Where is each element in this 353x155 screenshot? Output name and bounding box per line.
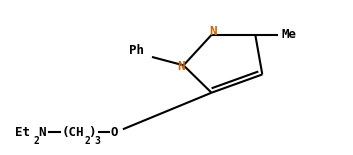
- Text: Et: Et: [16, 126, 30, 139]
- Text: N: N: [209, 25, 217, 38]
- Text: (CH: (CH: [61, 126, 84, 139]
- Text: 2: 2: [84, 136, 90, 146]
- Text: 3: 3: [95, 136, 100, 146]
- Text: ): ): [88, 126, 96, 139]
- Text: Ph: Ph: [129, 44, 144, 57]
- Text: Me: Me: [281, 28, 296, 41]
- Text: N: N: [177, 60, 185, 73]
- Text: N: N: [38, 126, 46, 139]
- Text: O: O: [110, 126, 118, 139]
- Text: 2: 2: [34, 136, 40, 146]
